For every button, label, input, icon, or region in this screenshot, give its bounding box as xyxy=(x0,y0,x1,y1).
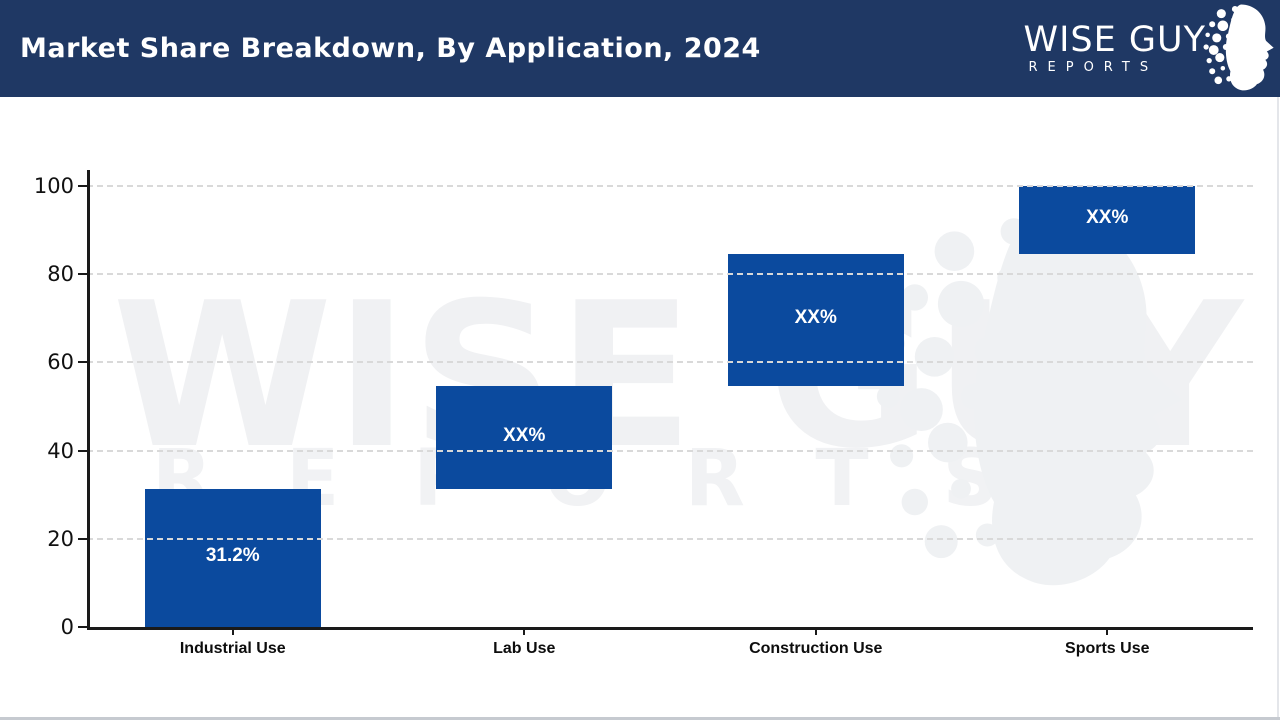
bar-lab-use xyxy=(436,386,613,490)
x-category-label-industrial-use: Industrial Use xyxy=(179,640,286,657)
gridline-20 xyxy=(87,537,1253,540)
x-category-label-lab-use: Lab Use xyxy=(493,640,556,657)
chart-area: WISE GUY REPORTS 0 20 40 60 80 100 31.2% Indust… xyxy=(0,97,1280,717)
x-category-label-construction-use: Construction Use xyxy=(749,640,883,657)
bar-value-label-sports-use: XX% xyxy=(1086,206,1129,228)
gridline-60 xyxy=(87,361,1253,364)
waterfall-chart: 0 20 40 60 80 100 31.2% Industrial Use XX% Lab Us… xyxy=(0,97,1280,717)
x-tick-mark-construction-use xyxy=(814,627,817,635)
y-tick-label-20: 20 xyxy=(47,526,74,551)
y-tick-label-40: 40 xyxy=(47,438,74,463)
y-tick-label-60: 60 xyxy=(47,350,74,375)
bar-value-label-industrial-use: 31.2% xyxy=(205,545,260,567)
x-category-label-sports-use: Sports Use xyxy=(1065,640,1150,657)
bar-industrial-use xyxy=(144,489,321,627)
y-tick-label-0: 0 xyxy=(60,615,74,639)
wise-guy-logo: WISE GUY REPORTS xyxy=(1023,0,1276,97)
y-tick-label-100: 100 xyxy=(33,174,74,198)
y-tick-mark-40 xyxy=(78,449,87,452)
y-tick-mark-0 xyxy=(78,626,87,628)
y-tick-mark-20 xyxy=(78,537,87,540)
bar-value-label-construction-use: XX% xyxy=(794,307,837,329)
y-tick-mark-60 xyxy=(78,361,87,364)
y-tick-mark-100 xyxy=(78,185,87,187)
y-tick-mark-80 xyxy=(78,273,87,276)
header: Market Share Breakdown, By Application, … xyxy=(0,0,1280,97)
x-axis-line xyxy=(87,627,1253,630)
bar-construction-use xyxy=(727,253,904,387)
logo-wordmark: WISE GUY xyxy=(1023,20,1206,60)
y-tick-label-80: 80 xyxy=(47,262,74,287)
gridline-80 xyxy=(87,273,1253,276)
x-tick-mark-lab-use xyxy=(523,627,526,635)
right-border xyxy=(1277,97,1279,717)
gridline-100 xyxy=(87,185,1253,187)
bar-value-label-lab-use: XX% xyxy=(503,424,546,446)
y-axis-line xyxy=(87,170,90,627)
x-tick-mark-sports-use xyxy=(1106,627,1109,635)
logo-subtitle: REPORTS xyxy=(1028,60,1159,75)
logo-text: WISE GUY REPORTS xyxy=(1023,22,1206,75)
x-tick-mark-industrial-use xyxy=(231,627,234,635)
bottom-border xyxy=(0,717,1280,720)
gridline-40 xyxy=(87,449,1253,452)
page-title: Market Share Breakdown, By Application, … xyxy=(20,33,761,64)
logo-face-icon xyxy=(1203,4,1274,91)
